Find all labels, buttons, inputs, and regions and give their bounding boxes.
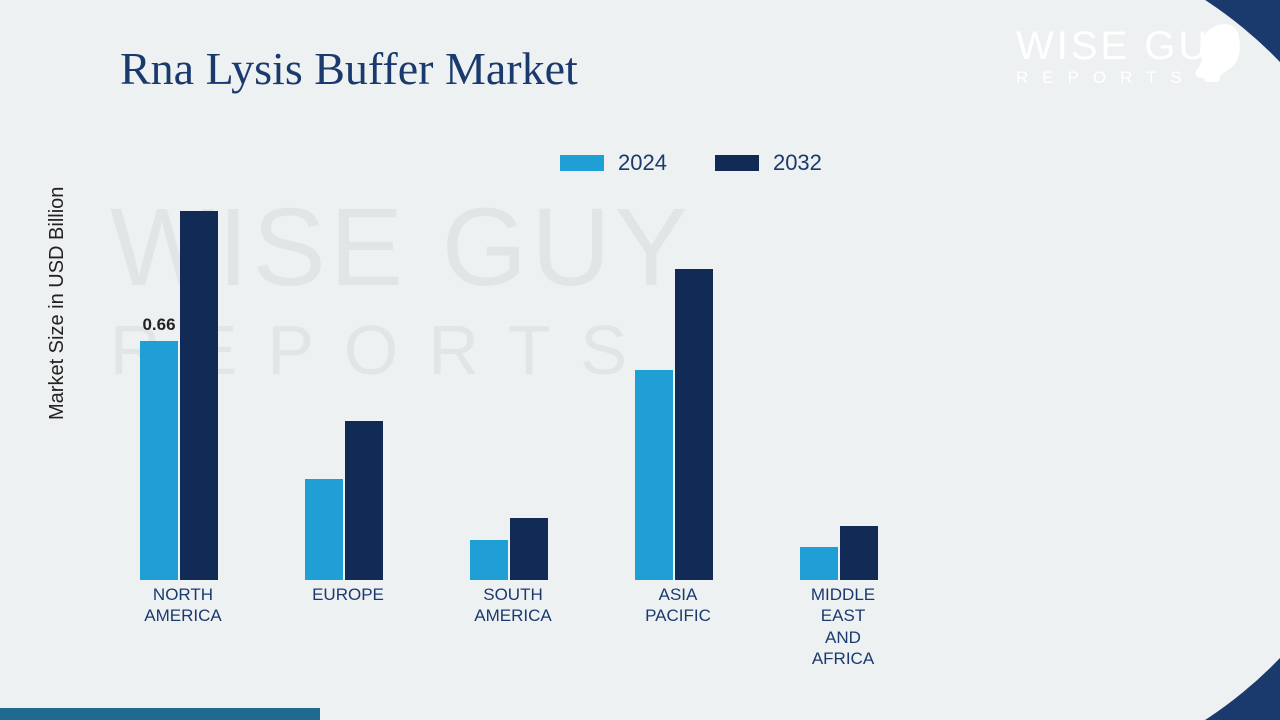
legend: 2024 2032 <box>560 150 822 176</box>
bar <box>510 518 548 580</box>
x-axis-label: MIDDLE EAST AND AFRICA <box>778 584 908 669</box>
x-axis-label: ASIA PACIFIC <box>613 584 743 627</box>
bar <box>180 211 218 580</box>
legend-swatch-2032 <box>715 155 759 171</box>
bar <box>345 421 383 580</box>
bar <box>840 526 878 580</box>
legend-swatch-2024 <box>560 155 604 171</box>
legend-item-2032: 2032 <box>715 150 822 176</box>
bar <box>800 547 838 580</box>
brand-logo: WISE GUY REPORTS <box>1016 26 1240 88</box>
bar <box>305 479 343 580</box>
bar <box>470 540 508 580</box>
bar <box>140 341 178 580</box>
bar-chart: Market Size in USD Billion 2024 2032 0.6… <box>60 160 960 680</box>
bar <box>635 370 673 580</box>
footer-accent-bar <box>0 708 320 720</box>
x-axis-label: EUROPE <box>283 584 413 605</box>
head-silhouette-icon <box>1180 20 1246 86</box>
x-axis-label: NORTH AMERICA <box>118 584 248 627</box>
legend-label-2032: 2032 <box>773 150 822 176</box>
plot-area: 0.66 <box>118 200 938 580</box>
legend-item-2024: 2024 <box>560 150 667 176</box>
legend-label-2024: 2024 <box>618 150 667 176</box>
page: WISE GUY REPORTS Rna Lysis Buffer Market… <box>0 0 1280 720</box>
bar-value-label: 0.66 <box>134 315 184 335</box>
x-axis-label: SOUTH AMERICA <box>448 584 578 627</box>
right-brand-band <box>965 0 1280 720</box>
bar <box>675 269 713 580</box>
y-axis-label: Market Size in USD Billion <box>46 187 69 420</box>
chart-title: Rna Lysis Buffer Market <box>120 42 578 95</box>
